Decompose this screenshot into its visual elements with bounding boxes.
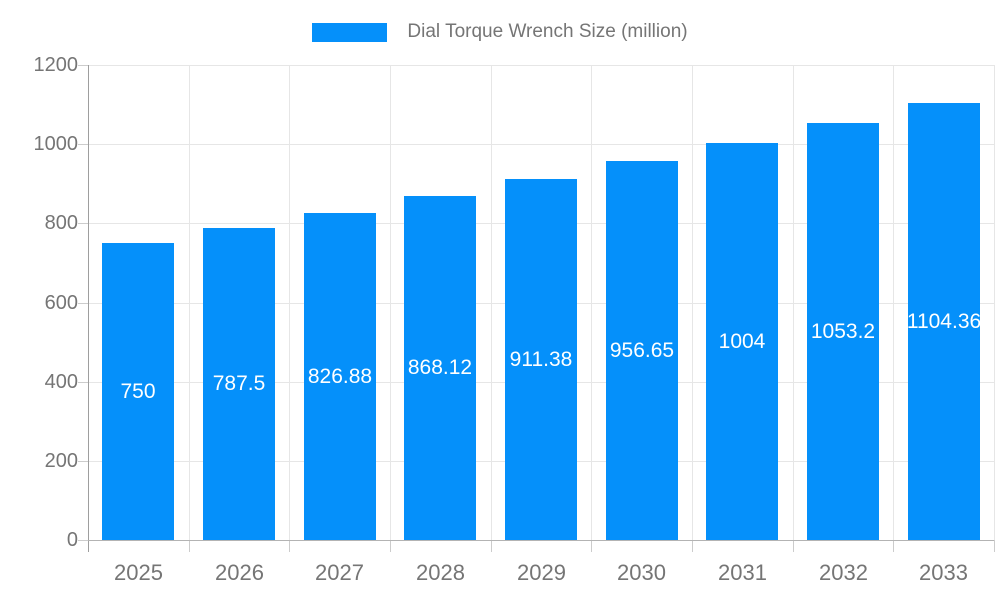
bar[interactable]: 911.38 <box>505 179 577 540</box>
x-axis-line <box>88 540 994 541</box>
bar-value-label: 787.5 <box>212 372 266 395</box>
x-axis-tick <box>491 540 492 552</box>
x-axis-label: 2031 <box>718 560 767 585</box>
x-gridline <box>692 65 693 540</box>
x-axis-label: 2033 <box>919 560 968 585</box>
x-axis-tick <box>189 540 190 552</box>
y-gridline <box>88 65 994 66</box>
y-axis-tick <box>78 303 88 304</box>
y-axis-label: 200 <box>44 450 78 472</box>
y-axis-label: 0 <box>66 529 78 551</box>
x-axis-tick <box>994 540 995 552</box>
x-gridline <box>994 65 995 540</box>
x-axis-label: 2028 <box>416 560 465 585</box>
y-gridline <box>88 144 994 145</box>
x-axis-tick <box>591 540 592 552</box>
x-gridline <box>390 65 391 540</box>
legend-label: Dial Torque Wrench Size (million) <box>407 21 688 42</box>
y-axis-label: 1200 <box>33 54 79 76</box>
y-axis-tick <box>78 144 88 145</box>
x-axis-label: 2025 <box>114 560 163 585</box>
bar-value-label: 956.65 <box>609 338 675 362</box>
legend[interactable]: Dial Torque Wrench Size (million) <box>0 14 1000 50</box>
bar[interactable]: 787.5 <box>203 228 275 540</box>
y-axis-tick <box>78 223 88 224</box>
bar-value-label: 750 <box>120 379 156 403</box>
y-axis-line <box>88 65 89 552</box>
x-axis-label: 2026 <box>215 560 264 585</box>
bar-value-label: 1053.2 <box>810 319 876 343</box>
x-axis-label: 2029 <box>517 560 566 585</box>
bar[interactable]: 750 <box>102 243 174 540</box>
x-gridline <box>289 65 290 540</box>
bar-value-label: 868.12 <box>407 356 473 379</box>
x-axis-tick <box>289 540 290 552</box>
x-gridline <box>793 65 794 540</box>
bar[interactable]: 1104.36 <box>906 103 982 540</box>
y-axis-label: 800 <box>44 212 78 234</box>
y-axis-label: 1000 <box>33 133 79 155</box>
bar-value-label: 911.38 <box>509 347 573 371</box>
bar-value-label: 1104.36 <box>906 309 982 333</box>
x-gridline <box>491 65 492 540</box>
legend-swatch-icon <box>312 22 388 42</box>
x-axis-label: 2030 <box>617 560 666 585</box>
x-axis-tick <box>692 540 693 552</box>
x-gridline <box>591 65 592 540</box>
bar-value-label: 1004 <box>718 329 766 353</box>
y-axis-tick <box>78 540 88 541</box>
y-axis-tick <box>78 382 88 383</box>
bar[interactable]: 826.88 <box>304 213 376 540</box>
bar-value-label: 826.88 <box>307 364 373 388</box>
x-axis-tick <box>893 540 894 552</box>
bar[interactable]: 956.65 <box>606 161 678 540</box>
y-axis-label: 600 <box>44 292 78 314</box>
bar[interactable]: 1053.2 <box>807 123 879 540</box>
y-axis-label: 400 <box>44 371 78 393</box>
x-axis-tick <box>793 540 794 552</box>
bar[interactable]: 868.12 <box>404 196 476 540</box>
x-gridline <box>189 65 190 540</box>
x-gridline <box>893 65 894 540</box>
x-axis-tick <box>390 540 391 552</box>
y-axis-tick <box>78 461 88 462</box>
x-axis-label: 2027 <box>315 560 364 585</box>
y-axis-tick <box>78 65 88 66</box>
x-axis-label: 2032 <box>819 560 868 585</box>
bar[interactable]: 1004 <box>706 143 778 540</box>
